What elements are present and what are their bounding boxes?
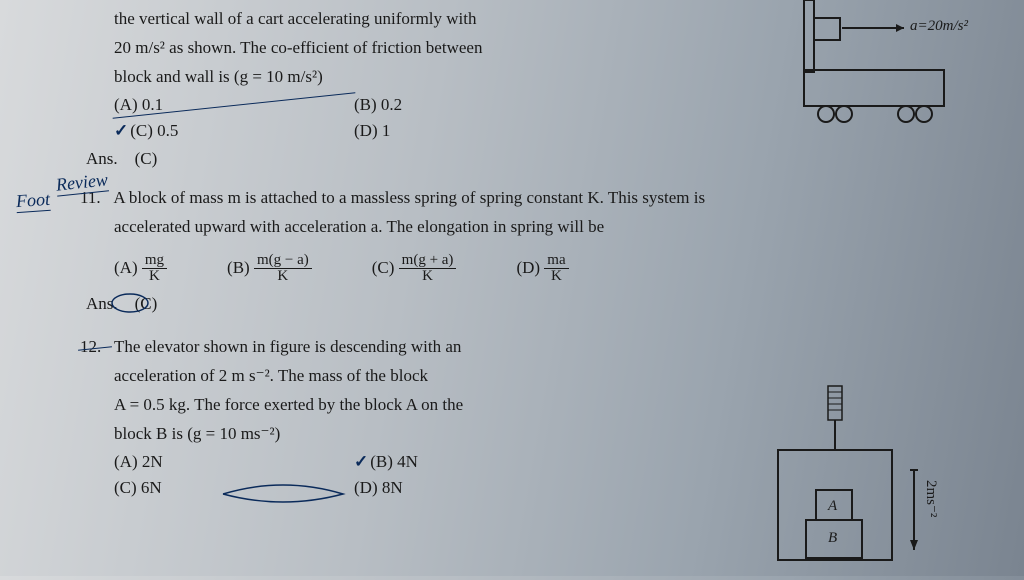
q11-optB-frac: m(g − a)K bbox=[254, 253, 312, 286]
q11-optA-frac: mgK bbox=[142, 253, 167, 286]
hand-foot: Foot bbox=[15, 189, 50, 213]
q10-options-row2: (C) 0.5 (D) 1 bbox=[114, 121, 594, 145]
q12-num: 12. bbox=[80, 336, 110, 359]
q11-optC-frac: m(g + a)K bbox=[399, 253, 457, 286]
q11-line2: accelerated upward with acceleration a. … bbox=[114, 216, 994, 239]
q11-optD-num: ma bbox=[544, 253, 568, 270]
q10-optD: (D) 1 bbox=[354, 121, 594, 141]
q12-handcircle bbox=[218, 480, 348, 508]
q10-ans: Ans. (C) bbox=[86, 149, 994, 169]
q11-optA-den: K bbox=[142, 269, 167, 285]
q11-ans: Ans. (C) bbox=[86, 293, 994, 314]
q12-line1: 12. The elevator shown in figure is desc… bbox=[80, 336, 994, 359]
q10-optC-text: (C) 0.5 bbox=[130, 121, 178, 140]
q11-optB-den: K bbox=[254, 269, 312, 285]
q11-optD-frac: maK bbox=[544, 253, 568, 286]
q11-optD: (D) maK bbox=[516, 253, 568, 286]
q10-optC: (C) 0.5 bbox=[114, 121, 354, 141]
q11-optB-num: m(g − a) bbox=[254, 253, 312, 270]
q11-optC-num: m(g + a) bbox=[399, 253, 457, 270]
cart-diagram: a=20m/s² bbox=[784, 0, 984, 130]
q11-optC-den: K bbox=[399, 269, 457, 285]
q11-optD-den: K bbox=[544, 269, 568, 285]
q11-optC-label: (C) bbox=[372, 258, 399, 277]
elev-A: A bbox=[828, 498, 837, 515]
q11: 11. A block of mass m is attached to a m… bbox=[80, 187, 994, 314]
q12-text1: The elevator shown in figure is descendi… bbox=[114, 337, 461, 356]
q11-optA-label: (A) bbox=[114, 258, 142, 277]
q11-optD-label: (D) bbox=[516, 258, 544, 277]
q12-options-row2: (C) 6N (D) 8N bbox=[114, 478, 594, 502]
q12-optB-text: (B) 4N bbox=[370, 452, 418, 471]
q10-optA: (A) 0.1 bbox=[114, 95, 354, 115]
q12-optB: (B) 4N bbox=[354, 452, 594, 472]
q10-options-row1: (A) 0.1 (B) 0.2 bbox=[114, 95, 594, 119]
q12-optD: (D) 8N bbox=[354, 478, 594, 498]
elev-accel: 2ms⁻² bbox=[922, 480, 940, 517]
q12-options-row1: (A) 2N (B) 4N bbox=[114, 452, 594, 476]
q11-text1: A block of mass m is attached to a massl… bbox=[113, 188, 705, 207]
cart-label: a=20m/s² bbox=[910, 18, 968, 35]
q11-ans-circle bbox=[110, 293, 150, 313]
q11-optA-num: mg bbox=[142, 253, 167, 270]
elevator-diagram: A B 2ms⁻² bbox=[764, 380, 964, 575]
q11-optB-label: (B) bbox=[227, 258, 254, 277]
q11-optC: (C) m(g + a)K bbox=[372, 253, 457, 286]
q11-options: (A) mgK (B) m(g − a)K (C) m(g + a)K (D) … bbox=[114, 253, 994, 290]
q11-optA: (A) mgK bbox=[114, 253, 167, 286]
q12-optA: (A) 2N bbox=[114, 452, 354, 472]
q11-line1: 11. A block of mass m is attached to a m… bbox=[80, 187, 994, 210]
q10-optB: (B) 0.2 bbox=[354, 95, 594, 115]
elev-svg bbox=[764, 380, 964, 575]
elev-B: B bbox=[828, 530, 837, 547]
q11-optB: (B) m(g − a)K bbox=[227, 253, 312, 286]
